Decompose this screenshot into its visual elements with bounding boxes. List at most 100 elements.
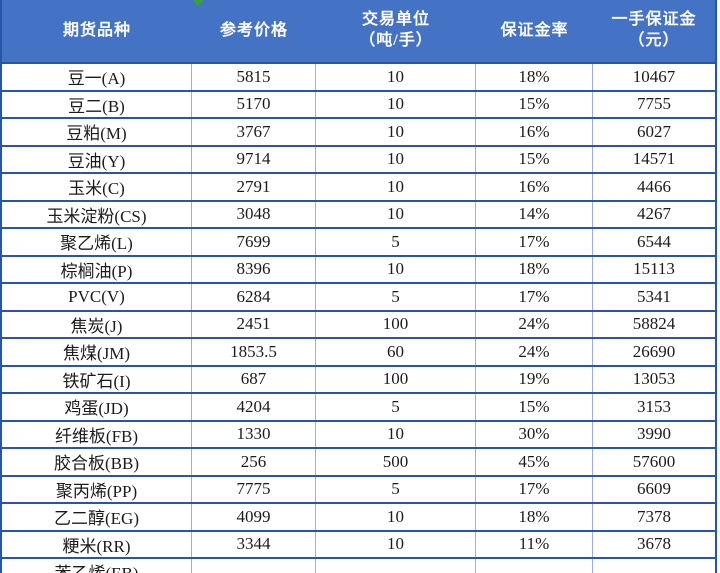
margin-rate-cell[interactable]: 18%	[476, 64, 593, 90]
margin-rate-cell[interactable]: 24%	[476, 311, 593, 337]
margin-per-lot-cell[interactable]: 15113	[633, 259, 675, 279]
margin-rate-cell[interactable]: 24%	[476, 339, 593, 365]
variety-cell[interactable]: 棕榈油(P)	[2, 256, 192, 282]
margin-per-lot-cell[interactable]: 57600	[632, 451, 676, 471]
price-cell[interactable]: 2451	[192, 311, 316, 337]
price-cell[interactable]: 8396	[192, 256, 316, 282]
margin-per-lot-cell[interactable]	[593, 559, 715, 573]
variety-cell[interactable]: 聚乙烯(L)	[2, 229, 192, 255]
variety-cell[interactable]: 苯乙烯(EB)	[2, 559, 192, 573]
price-cell[interactable]: 5170	[192, 91, 316, 117]
unit-cell[interactable]: 10	[316, 531, 476, 557]
header-unit[interactable]: 交易单位 （吨/手）	[359, 11, 433, 49]
price-cell[interactable]: 1853.5	[192, 339, 316, 365]
variety-cell[interactable]: 胶合板(BB)	[2, 449, 192, 475]
price-cell[interactable]: 687	[192, 366, 316, 392]
variety-cell[interactable]: 玉米(C)	[2, 174, 192, 200]
unit-cell[interactable]: 5	[316, 229, 476, 255]
margin-per-lot-cell[interactable]: 4267	[637, 204, 671, 224]
variety-cell[interactable]: 焦炭(J)	[2, 311, 192, 337]
price-cell[interactable]: 3344	[192, 531, 316, 557]
margin-per-lot-cell[interactable]: 5341	[637, 286, 671, 306]
price-cell[interactable]	[192, 559, 316, 573]
margin-per-lot-cell[interactable]: 7378	[637, 506, 671, 526]
margin-per-lot-cell[interactable]: 6027	[637, 121, 671, 141]
margin-per-lot-cell[interactable]: 58824	[632, 314, 676, 334]
margin-rate-cell[interactable]: 17%	[476, 284, 593, 310]
margin-per-lot-cell[interactable]: 26690	[632, 341, 676, 361]
margin-per-lot-cell[interactable]: 10467	[632, 66, 676, 86]
margin-rate-cell[interactable]: 15%	[476, 91, 593, 117]
margin-per-lot-cell[interactable]: 14571	[632, 149, 676, 169]
variety-cell[interactable]: 纤维板(FB)	[2, 421, 192, 447]
unit-cell[interactable]: 10	[316, 119, 476, 145]
header-variety[interactable]: 期货品种	[62, 21, 131, 39]
margin-rate-cell[interactable]	[476, 559, 593, 573]
unit-cell[interactable]	[316, 559, 476, 573]
variety-cell[interactable]: 豆一(A)	[2, 64, 192, 90]
unit-cell[interactable]: 10	[316, 421, 476, 447]
margin-per-lot-cell[interactable]: 7755	[637, 94, 671, 114]
margin-per-lot-cell[interactable]: 6544	[637, 231, 671, 251]
price-cell[interactable]: 4204	[192, 394, 316, 420]
variety-cell[interactable]: PVC(V)	[2, 284, 192, 310]
unit-cell[interactable]: 10	[316, 174, 476, 200]
variety-cell[interactable]: 豆油(Y)	[2, 146, 192, 172]
price-cell[interactable]: 9714	[192, 146, 316, 172]
price-cell[interactable]: 5815	[192, 64, 316, 90]
margin-per-lot-cell[interactable]: 4466	[637, 176, 671, 196]
unit-cell[interactable]: 10	[316, 91, 476, 117]
unit-cell[interactable]: 5	[316, 284, 476, 310]
variety-cell[interactable]: 铁矿石(I)	[2, 366, 192, 392]
variety-cell[interactable]: 聚丙烯(PP)	[2, 476, 192, 502]
unit-cell[interactable]: 10	[316, 64, 476, 90]
margin-rate-cell[interactable]: 30%	[476, 421, 593, 447]
unit-cell[interactable]: 500	[316, 449, 476, 475]
unit-cell[interactable]: 5	[316, 476, 476, 502]
margin-rate-cell[interactable]: 19%	[476, 366, 593, 392]
variety-cell[interactable]: 豆粕(M)	[2, 119, 192, 145]
unit-cell[interactable]: 100	[316, 311, 476, 337]
margin-per-lot-cell[interactable]: 6609	[637, 479, 671, 499]
price-cell[interactable]: 7699	[192, 229, 316, 255]
margin-rate-cell[interactable]: 14%	[476, 201, 593, 227]
margin-rate-cell[interactable]: 16%	[476, 174, 593, 200]
price-cell[interactable]: 7775	[192, 476, 316, 502]
variety-cell[interactable]: 乙二醇(EG)	[2, 504, 192, 530]
margin-rate-cell[interactable]: 15%	[476, 146, 593, 172]
price-cell[interactable]: 3048	[192, 201, 316, 227]
price-cell[interactable]: 4099	[192, 504, 316, 530]
margin-rate-cell[interactable]: 18%	[476, 504, 593, 530]
margin-per-lot-cell[interactable]: 3153	[637, 396, 671, 416]
price-cell[interactable]: 1330	[192, 421, 316, 447]
margin-rate-cell[interactable]: 45%	[476, 449, 593, 475]
price-cell[interactable]: 3767	[192, 119, 316, 145]
variety-cell[interactable]: 玉米淀粉(CS)	[2, 201, 192, 227]
margin-rate-cell[interactable]: 18%	[476, 256, 593, 282]
header-margin[interactable]: 一手保证金 （元）	[611, 11, 697, 49]
unit-cell[interactable]: 5	[316, 394, 476, 420]
header-margin-rate[interactable]: 保证金率	[500, 21, 569, 39]
price-cell[interactable]: 6284	[192, 284, 316, 310]
margin-rate-cell[interactable]: 15%	[476, 394, 593, 420]
unit-cell[interactable]: 60	[316, 339, 476, 365]
variety-cell[interactable]: 豆二(B)	[2, 91, 192, 117]
margin-per-lot-cell[interactable]: 3678	[637, 534, 671, 554]
price-cell[interactable]: 2791	[192, 174, 316, 200]
unit-cell[interactable]: 10	[316, 504, 476, 530]
margin-rate-cell[interactable]: 17%	[476, 229, 593, 255]
margin-rate-cell[interactable]: 16%	[476, 119, 593, 145]
variety-cell[interactable]: 焦煤(JM)	[2, 339, 192, 365]
unit-cell[interactable]: 10	[316, 146, 476, 172]
header-price[interactable]: 参考价格	[219, 21, 288, 39]
margin-per-lot-cell[interactable]: 13053	[632, 369, 676, 389]
margin-rate-cell[interactable]: 17%	[476, 476, 593, 502]
variety-cell[interactable]: 鸡蛋(JD)	[2, 394, 192, 420]
variety-cell[interactable]: 粳米(RR)	[2, 531, 192, 557]
price-cell[interactable]: 256	[192, 449, 316, 475]
margin-rate-cell[interactable]: 11%	[476, 531, 593, 557]
unit-cell[interactable]: 100	[316, 366, 476, 392]
margin-per-lot-cell[interactable]: 3990	[637, 424, 671, 444]
unit-cell[interactable]: 10	[316, 256, 476, 282]
unit-cell[interactable]: 10	[316, 201, 476, 227]
